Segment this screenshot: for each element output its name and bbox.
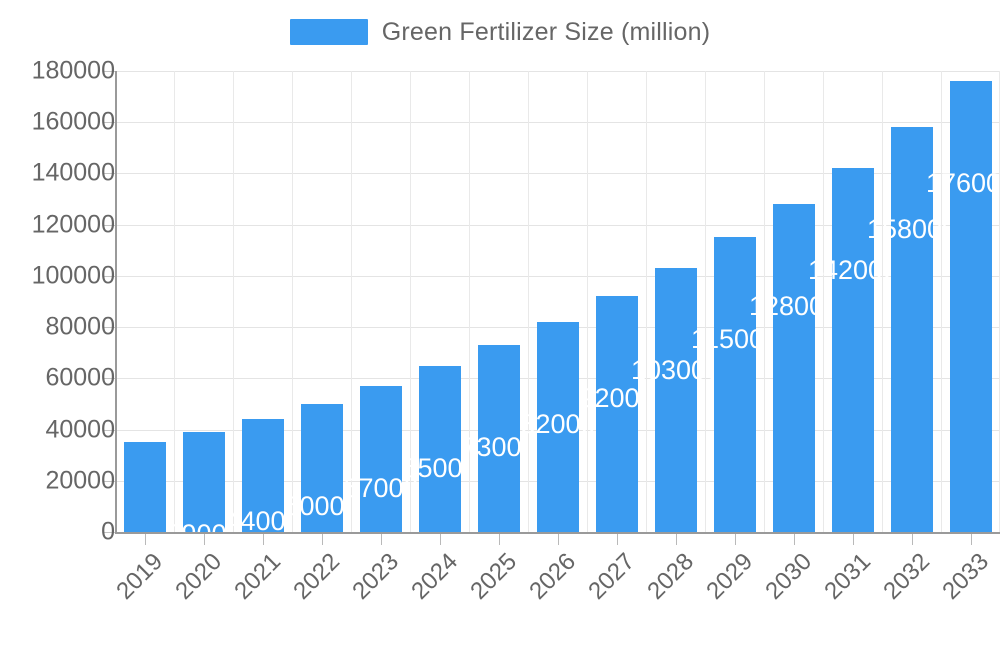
y-tick-label: 180000 <box>31 56 115 85</box>
chart-legend[interactable]: Green Fertilizer Size (million) <box>0 14 1000 50</box>
x-gridline <box>528 71 529 532</box>
x-tick-mark <box>440 534 441 545</box>
y-tick-label: 140000 <box>31 158 115 187</box>
x-gridline <box>646 71 647 532</box>
plot-area: 3500039000440005000057000650007300082000… <box>115 71 1000 532</box>
x-tick-mark <box>145 534 146 545</box>
x-tick-mark <box>912 534 913 545</box>
x-gridline <box>941 71 942 532</box>
x-gridline <box>410 71 411 532</box>
y-tick-mark <box>104 275 115 277</box>
y-tick-label: 20000 <box>45 466 115 495</box>
y-tick-label: 0 <box>101 517 115 546</box>
bar[interactable] <box>360 386 402 532</box>
x-tick-mark <box>322 534 323 545</box>
x-gridline <box>764 71 765 532</box>
bar[interactable] <box>891 127 933 532</box>
x-gridline <box>587 71 588 532</box>
x-tick-mark <box>617 534 618 545</box>
y-tick-mark <box>104 327 115 329</box>
x-tick-mark <box>794 534 795 545</box>
bar-chart: Green Fertilizer Size (million) 0 20000 40… <box>0 0 1000 605</box>
y-tick-mark <box>104 173 115 175</box>
bar[interactable] <box>419 365 461 532</box>
y-gridline <box>115 122 1000 124</box>
x-tick-mark <box>381 534 382 545</box>
bar[interactable] <box>773 204 815 532</box>
bar[interactable] <box>124 442 166 532</box>
legend-series-label: Green Fertilizer Size (million) <box>381 17 711 46</box>
y-tick-mark <box>104 532 115 533</box>
x-tick-mark <box>676 534 677 545</box>
bar[interactable] <box>596 296 638 532</box>
y-axis: 0 20000 40000 60000 80000 100000 120000 140000 1… <box>0 0 115 600</box>
y-tick-mark <box>104 429 115 431</box>
y-tick-label: 160000 <box>31 107 115 136</box>
x-gridline <box>705 71 706 532</box>
y-tick-label: 120000 <box>31 210 115 239</box>
x-tick-mark <box>499 534 500 545</box>
y-tick-label: 60000 <box>45 363 115 392</box>
bar[interactable] <box>301 403 343 532</box>
y-gridline <box>115 224 1000 226</box>
bar[interactable] <box>655 268 697 532</box>
x-axis: 2019 2020 2021 2022 2023 2024 2025 2026 2027 2028… <box>0 534 1000 605</box>
x-tick-mark <box>204 534 205 545</box>
y-gridline <box>115 71 1000 72</box>
bar[interactable] <box>478 345 520 532</box>
y-tick-mark <box>104 71 115 72</box>
y-tick-label: 80000 <box>45 312 115 341</box>
bar[interactable] <box>714 237 756 532</box>
y-axis-spine <box>115 71 117 533</box>
bar[interactable] <box>183 432 225 532</box>
x-tick-mark <box>853 534 854 545</box>
x-gridline <box>882 71 883 532</box>
x-tick-mark <box>971 534 972 545</box>
y-tick-mark <box>104 224 115 226</box>
x-gridline <box>174 71 175 532</box>
x-axis-spine <box>115 532 1000 534</box>
legend-color-swatch[interactable] <box>289 19 368 45</box>
bar[interactable] <box>832 168 874 532</box>
x-gridline <box>469 71 470 532</box>
y-tick-label: 40000 <box>45 415 115 444</box>
y-tick-mark <box>104 378 115 380</box>
bar[interactable] <box>537 321 579 532</box>
x-gridline <box>823 71 824 532</box>
y-gridline <box>115 275 1000 277</box>
x-gridline <box>233 71 234 532</box>
x-tick-mark <box>263 534 264 545</box>
x-tick-mark <box>558 534 559 545</box>
x-tick-mark <box>735 534 736 545</box>
bar[interactable] <box>950 81 992 532</box>
bar[interactable] <box>242 419 284 532</box>
y-tick-mark <box>104 122 115 124</box>
y-tick-mark <box>104 480 115 482</box>
x-gridline <box>292 71 293 532</box>
x-gridline <box>351 71 352 532</box>
y-gridline <box>115 173 1000 175</box>
y-tick-label: 100000 <box>31 261 115 290</box>
